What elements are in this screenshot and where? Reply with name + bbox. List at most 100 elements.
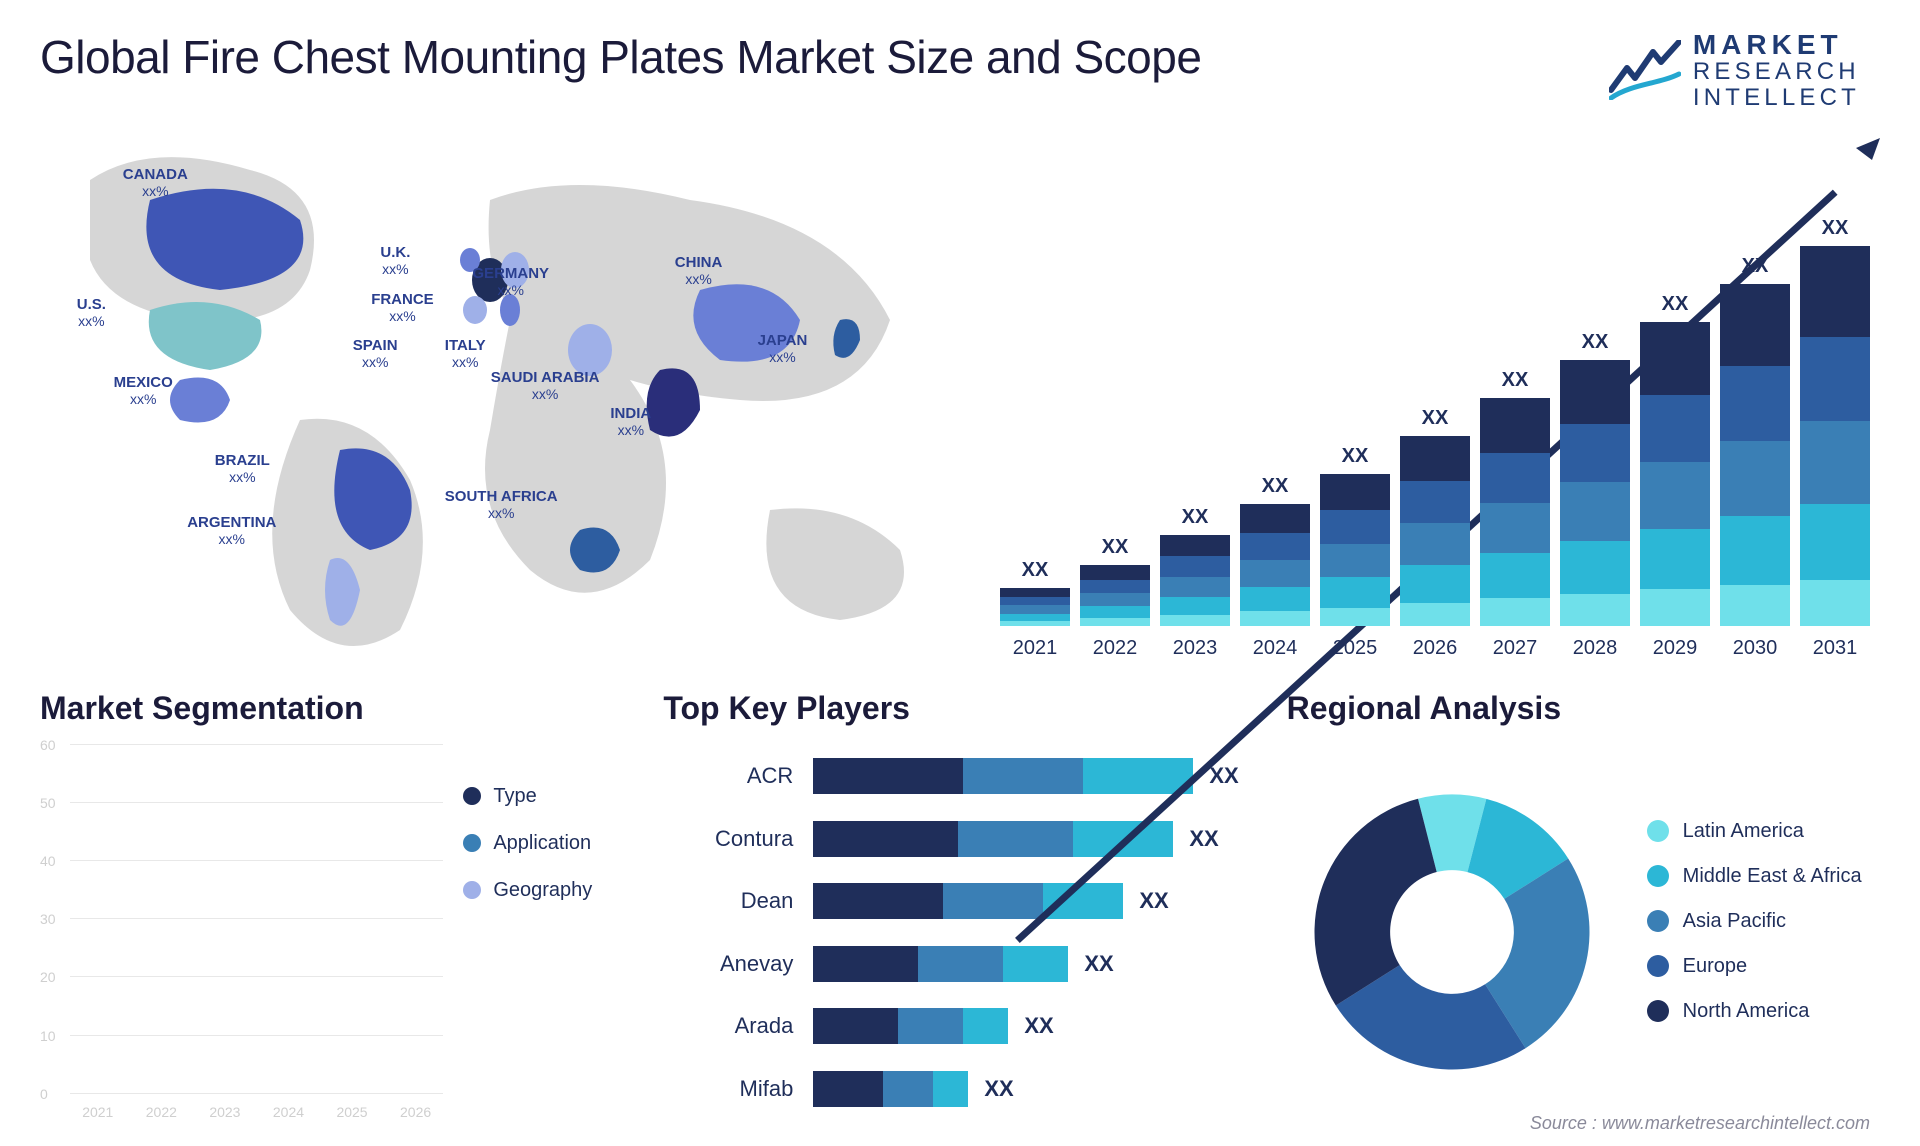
- map-label: BRAZILxx%: [215, 452, 270, 485]
- player-bar: XX: [813, 1008, 1256, 1044]
- player-name: Arada: [663, 1013, 793, 1039]
- map-label-name: SAUDI ARABIA: [491, 369, 600, 386]
- map-label: FRANCExx%: [371, 291, 434, 324]
- legend-swatch-icon: [1647, 865, 1669, 887]
- legend-label: Application: [493, 832, 591, 855]
- map-label-name: ARGENTINA: [187, 514, 276, 531]
- regional-title: Regional Analysis: [1287, 690, 1880, 727]
- map-label-name: INDIA: [610, 405, 651, 422]
- growth-bar-segment: [1400, 523, 1470, 565]
- region-legend-item: Middle East & Africa: [1647, 865, 1880, 888]
- map-label-name: CHINA: [675, 254, 723, 271]
- growth-bar-segment: [1400, 436, 1470, 482]
- growth-x-label: 2022: [1080, 637, 1150, 660]
- growth-bar-segment: [1640, 395, 1710, 462]
- map-label-name: MEXICO: [114, 374, 173, 391]
- growth-bar-segment: [1720, 284, 1790, 366]
- growth-bar-segment: [1160, 556, 1230, 576]
- growth-bar-segment: [1560, 424, 1630, 483]
- map-label-value: xx%: [675, 271, 723, 287]
- player-bar-segment: [898, 1008, 963, 1044]
- legend-swatch-icon: [463, 787, 481, 805]
- players-title: Top Key Players: [663, 690, 1256, 727]
- growth-chart-panel: XXXXXXXXXXXXXXXXXXXXXX 20212022202320242…: [960, 140, 1880, 660]
- map-label-value: xx%: [491, 386, 600, 402]
- growth-bar-value: XX: [1742, 255, 1769, 278]
- legend-swatch-icon: [1647, 955, 1669, 977]
- seg-x-label: 2024: [261, 1104, 317, 1120]
- seg-y-tick: 20: [40, 969, 56, 985]
- growth-bar-segment: [1080, 593, 1150, 606]
- growth-bar-segment: [1080, 606, 1150, 618]
- player-name: Contura: [663, 826, 793, 852]
- player-bar-segment: [963, 758, 1083, 794]
- growth-x-label: 2021: [1000, 637, 1070, 660]
- map-label-value: xx%: [445, 505, 558, 521]
- growth-bar-segment: [1240, 587, 1310, 611]
- map-label-name: U.K.: [380, 244, 410, 261]
- player-value: XX: [1084, 951, 1113, 977]
- growth-bar-segment: [1800, 580, 1870, 626]
- growth-bar-segment: [1160, 577, 1230, 597]
- map-label: ARGENTINAxx%: [187, 514, 276, 547]
- map-label-name: JAPAN: [758, 332, 808, 349]
- map-label-value: xx%: [215, 469, 270, 485]
- growth-bar-segment: [1640, 462, 1710, 529]
- logo-text-1: MARKET: [1693, 30, 1860, 59]
- seg-legend-item: Application: [463, 832, 633, 855]
- legend-label: Middle East & Africa: [1683, 865, 1862, 888]
- growth-bar-segment: [1480, 503, 1550, 553]
- seg-y-tick: 60: [40, 737, 56, 753]
- player-value: XX: [1209, 763, 1238, 789]
- growth-bar-segment: [1320, 577, 1390, 607]
- growth-bar-value: XX: [1582, 331, 1609, 354]
- player-bar-segment: [963, 1008, 1008, 1044]
- map-label-name: SOUTH AFRICA: [445, 488, 558, 505]
- seg-y-tick: 40: [40, 853, 56, 869]
- player-value: XX: [984, 1076, 1013, 1102]
- growth-bar-segment: [1480, 598, 1550, 625]
- regional-panel: Regional Analysis Latin America Middle Ea…: [1287, 690, 1880, 1120]
- seg-x-label: 2022: [134, 1104, 190, 1120]
- growth-bar-value: XX: [1022, 559, 1049, 582]
- map-label: INDIAxx%: [610, 405, 651, 438]
- player-bar-segment: [813, 821, 958, 857]
- growth-x-label: 2026: [1400, 637, 1470, 660]
- growth-bar-segment: [1800, 504, 1870, 580]
- legend-swatch-icon: [1647, 1000, 1669, 1022]
- growth-x-label: 2028: [1560, 637, 1630, 660]
- map-label-value: xx%: [187, 531, 276, 547]
- seg-x-label: 2025: [324, 1104, 380, 1120]
- growth-bar-segment: [1720, 516, 1790, 584]
- growth-bar-segment: [1240, 504, 1310, 533]
- map-label: GERMANYxx%: [472, 265, 549, 298]
- growth-bar-segment: [1560, 482, 1630, 541]
- growth-bar-segment: [1640, 589, 1710, 625]
- growth-bar-value: XX: [1662, 293, 1689, 316]
- growth-bar: XX: [1800, 217, 1870, 626]
- map-label-name: FRANCE: [371, 291, 434, 308]
- map-label-value: xx%: [114, 391, 173, 407]
- map-label: MEXICOxx%: [114, 374, 173, 407]
- player-name: Anevay: [663, 951, 793, 977]
- segmentation-chart: 0102030405060 202120222023202420252026: [40, 745, 443, 1120]
- legend-label: Latin America: [1683, 820, 1804, 843]
- seg-y-tick: 50: [40, 795, 56, 811]
- growth-bar-segment: [1400, 603, 1470, 626]
- players-chart: XXXXXXXXXXXX: [813, 745, 1256, 1120]
- segmentation-panel: Market Segmentation 0102030405060 202120…: [40, 690, 633, 1120]
- growth-x-label: 2025: [1320, 637, 1390, 660]
- player-bar-segment: [813, 946, 918, 982]
- region-legend-item: Europe: [1647, 955, 1880, 978]
- player-bar-segment: [918, 946, 1003, 982]
- growth-bar-segment: [1720, 585, 1790, 626]
- logo-text-2: RESEARCH: [1693, 59, 1860, 84]
- seg-x-label: 2021: [70, 1104, 126, 1120]
- growth-bar-segment: [1720, 366, 1790, 441]
- growth-bar: XX: [1320, 445, 1390, 626]
- growth-bar-value: XX: [1182, 506, 1209, 529]
- map-label: CHINAxx%: [675, 254, 723, 287]
- growth-bar-segment: [1480, 453, 1550, 503]
- map-label-name: BRAZIL: [215, 452, 270, 469]
- seg-y-tick: 0: [40, 1086, 48, 1102]
